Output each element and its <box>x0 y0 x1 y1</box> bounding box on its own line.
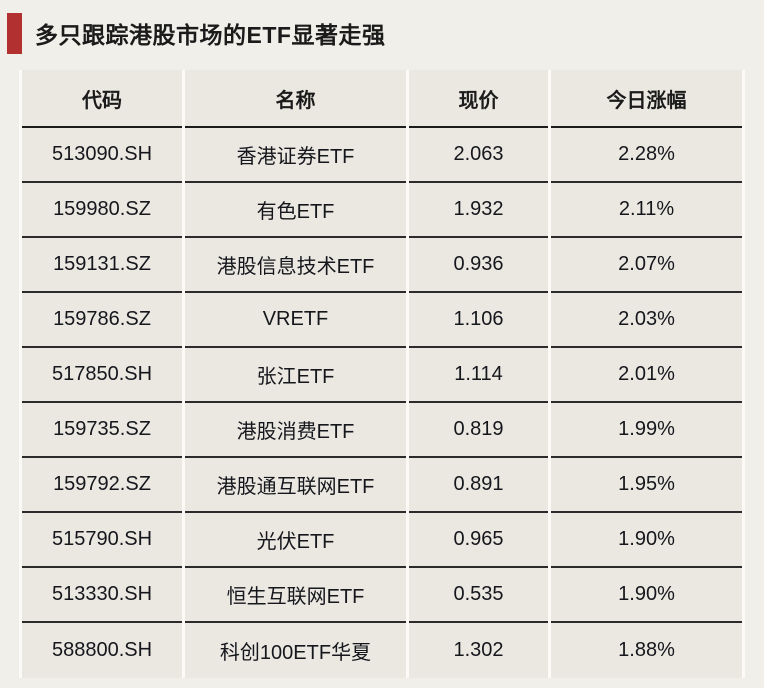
table-row: 159735.SZ 港股消费ETF 0.819 1.99% <box>22 403 742 458</box>
cell-name: 香港证券ETF <box>185 128 406 183</box>
cell-price: 0.891 <box>409 458 548 513</box>
cell-change: 2.03% <box>551 293 742 348</box>
cell-change: 2.07% <box>551 238 742 293</box>
table-row: 159131.SZ 港股信息技术ETF 0.936 2.07% <box>22 238 742 293</box>
table-row: 513330.SH 恒生互联网ETF 0.535 1.90% <box>22 568 742 623</box>
header: 多只跟踪港股市场的ETF显著走强 <box>0 0 764 55</box>
cell-name: 张江ETF <box>185 348 406 403</box>
cell-change: 1.88% <box>551 623 742 678</box>
column-header-change: 今日涨幅 <box>551 70 742 128</box>
cell-price: 0.535 <box>409 568 548 623</box>
cell-code: 517850.SH <box>22 348 182 403</box>
column-header-name: 名称 <box>185 70 406 128</box>
cell-name: 港股信息技术ETF <box>185 238 406 293</box>
cell-price: 0.819 <box>409 403 548 458</box>
cell-name: 港股通互联网ETF <box>185 458 406 513</box>
cell-code: 515790.SH <box>22 513 182 568</box>
table-row: 513090.SH 香港证券ETF 2.063 2.28% <box>22 128 742 183</box>
cell-code: 513090.SH <box>22 128 182 183</box>
table-row: 159980.SZ 有色ETF 1.932 2.11% <box>22 183 742 238</box>
cell-price: 1.932 <box>409 183 548 238</box>
cell-change: 1.95% <box>551 458 742 513</box>
page-title: 多只跟踪港股市场的ETF显著走强 <box>35 22 386 48</box>
cell-code: 159131.SZ <box>22 238 182 293</box>
cell-name: 港股消费ETF <box>185 403 406 458</box>
cell-change: 2.28% <box>551 128 742 183</box>
table-header-row: 代码 名称 现价 今日涨幅 <box>22 70 742 128</box>
cell-price: 0.965 <box>409 513 548 568</box>
cell-change: 1.90% <box>551 513 742 568</box>
table-row: 517850.SH 张江ETF 1.114 2.01% <box>22 348 742 403</box>
table-body: 513090.SH 香港证券ETF 2.063 2.28% 159980.SZ 有色ETF… <box>22 128 742 678</box>
table-row: 515790.SH 光伏ETF 0.965 1.90% <box>22 513 742 568</box>
etf-table: 代码 名称 现价 今日涨幅 513090.SH 香港证券ETF 2.063 2.28%… <box>19 70 745 678</box>
cell-name: 有色ETF <box>185 183 406 238</box>
column-header-price: 现价 <box>409 70 548 128</box>
cell-name: 光伏ETF <box>185 513 406 568</box>
cell-change: 2.11% <box>551 183 742 238</box>
title-accent-bar <box>7 12 22 54</box>
cell-change: 1.90% <box>551 568 742 623</box>
table-row: 159792.SZ 港股通互联网ETF 0.891 1.95% <box>22 458 742 513</box>
cell-change: 1.99% <box>551 403 742 458</box>
cell-code: 588800.SH <box>22 623 182 678</box>
cell-code: 159792.SZ <box>22 458 182 513</box>
cell-code: 159980.SZ <box>22 183 182 238</box>
cell-change: 2.01% <box>551 348 742 403</box>
cell-name: 科创100ETF华夏 <box>185 623 406 678</box>
table-row: 588800.SH 科创100ETF华夏 1.302 1.88% <box>22 623 742 678</box>
cell-price: 1.302 <box>409 623 548 678</box>
cell-price: 1.106 <box>409 293 548 348</box>
cell-code: 159735.SZ <box>22 403 182 458</box>
cell-code: 159786.SZ <box>22 293 182 348</box>
cell-price: 0.936 <box>409 238 548 293</box>
table-row: 159786.SZ VRETF 1.106 2.03% <box>22 293 742 348</box>
cell-name: 恒生互联网ETF <box>185 568 406 623</box>
cell-name: VRETF <box>185 293 406 348</box>
cell-price: 1.114 <box>409 348 548 403</box>
cell-price: 2.063 <box>409 128 548 183</box>
column-header-code: 代码 <box>22 70 182 128</box>
cell-code: 513330.SH <box>22 568 182 623</box>
